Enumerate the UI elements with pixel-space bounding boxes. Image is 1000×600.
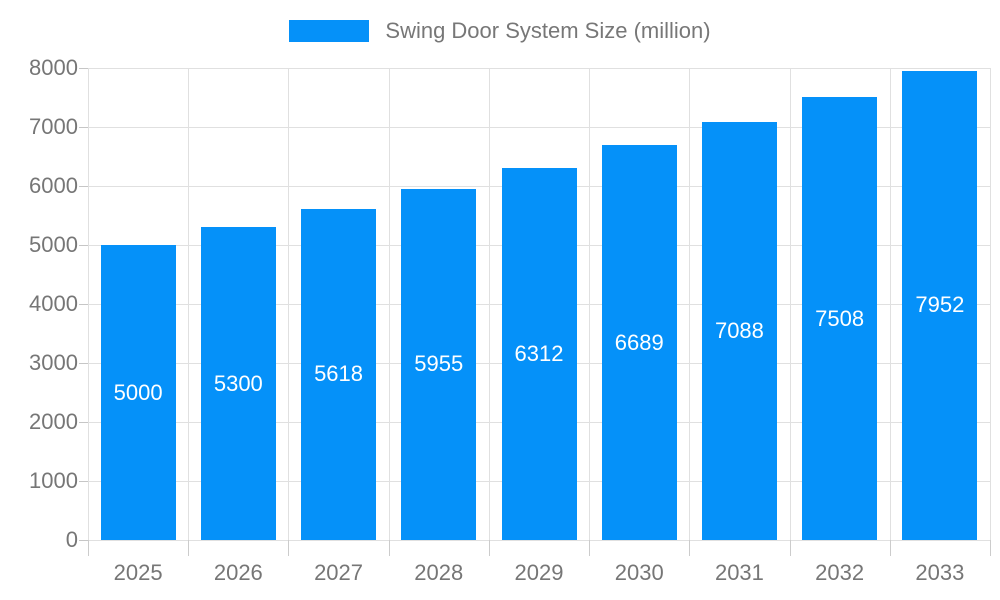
y-axis-tick-label: 2000	[29, 409, 78, 434]
v-gridline	[488, 68, 490, 540]
y-axis-tick-label: 3000	[29, 350, 78, 375]
y-axis-tick-label: 1000	[29, 468, 78, 493]
v-gridline	[188, 68, 190, 540]
bar-2026[interactable]: 5300	[200, 227, 276, 540]
y-axis-tick-label: 6000	[29, 173, 78, 198]
y-axis-tick	[79, 540, 88, 541]
v-gridline	[88, 68, 89, 540]
y-axis-tick	[79, 68, 88, 69]
bar-value-label: 6689	[614, 329, 664, 355]
v-gridline	[589, 68, 591, 540]
y-axis-tick-label: 0	[65, 527, 78, 552]
bar-2029[interactable]: 6312	[501, 167, 577, 540]
bar-2031[interactable]: 7088	[701, 121, 777, 540]
y-axis-tick	[79, 127, 88, 128]
y-axis-tick-label: 7000	[29, 114, 78, 139]
y-axis-tick	[79, 186, 88, 187]
y-axis-tick	[79, 422, 88, 423]
x-axis-tick-label: 2029	[514, 560, 564, 585]
x-axis-tick	[589, 540, 591, 556]
bar-value-label: 7952	[915, 292, 965, 318]
x-axis-tick	[388, 540, 390, 556]
x-axis-tick-label: 2026	[213, 560, 263, 585]
legend-label: Swing Door System Size (million)	[385, 18, 711, 43]
y-axis-tick-label: 4000	[29, 291, 78, 316]
x-axis-tick	[990, 540, 991, 556]
bar-2025[interactable]: 5000	[100, 245, 176, 540]
v-gridline	[789, 68, 791, 540]
legend[interactable]: Swing Door System Size (million)	[0, 20, 1000, 42]
y-axis-tick	[79, 481, 88, 482]
bar-value-label: 7508	[815, 305, 865, 331]
x-axis-tick	[488, 540, 490, 556]
x-axis-tick-label: 2028	[414, 560, 464, 585]
bar-value-label: 7088	[714, 317, 764, 343]
y-axis-tick	[79, 245, 88, 246]
y-axis-tick-label: 8000	[29, 55, 78, 80]
bar-value-label: 5618	[314, 361, 364, 387]
v-gridline	[689, 68, 691, 540]
x-axis-tick	[88, 540, 89, 556]
bar-2027[interactable]: 5618	[301, 208, 377, 540]
x-axis-tick-label: 2030	[614, 560, 664, 585]
x-axis-tick-label: 2025	[113, 560, 163, 585]
x-axis-tick	[689, 540, 691, 556]
x-axis-tick-label: 2032	[815, 560, 865, 585]
bar-value-label: 5000	[113, 379, 163, 405]
v-gridline	[288, 68, 290, 540]
x-axis-tick	[288, 540, 290, 556]
y-axis-tick-label: 5000	[29, 232, 78, 257]
plot-area: 5000 5300 5618 5955 6312 6689 7088 7508 7952	[88, 68, 991, 541]
x-axis-tick-label: 2031	[714, 560, 764, 585]
bar-value-label: 5300	[213, 370, 263, 396]
h-gridline	[88, 68, 990, 69]
v-gridline	[889, 68, 891, 540]
h-gridline	[88, 540, 990, 541]
x-axis-tick	[889, 540, 891, 556]
x-axis-tick-label: 2027	[314, 560, 364, 585]
bar-2030[interactable]: 6689	[601, 145, 677, 540]
bar-2032[interactable]: 7508	[802, 97, 878, 540]
bar-2033[interactable]: 7952	[902, 70, 978, 540]
x-axis-tick	[188, 540, 190, 556]
bar-value-label: 6312	[514, 340, 564, 366]
v-gridline	[388, 68, 390, 540]
v-gridline	[990, 68, 991, 540]
x-axis-tick-label: 2033	[915, 560, 965, 585]
y-axis-tick	[79, 363, 88, 364]
h-gridline	[88, 127, 990, 128]
bar-value-label: 5955	[414, 351, 464, 377]
legend-swatch	[289, 20, 370, 42]
y-axis-tick	[79, 304, 88, 305]
x-axis-tick	[789, 540, 791, 556]
bar-2028[interactable]: 5955	[401, 188, 477, 540]
